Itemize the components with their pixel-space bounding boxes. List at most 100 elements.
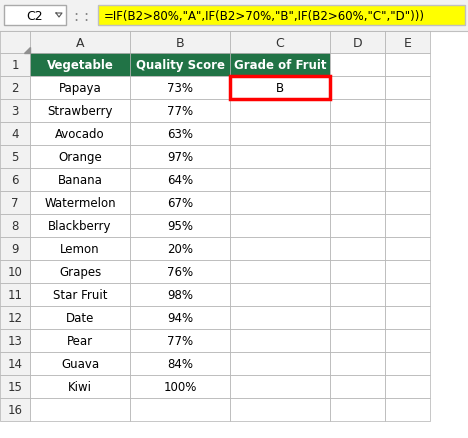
Text: Star Fruit: Star Fruit <box>53 288 107 301</box>
Bar <box>130 77 230 100</box>
Bar <box>230 375 330 398</box>
Bar <box>130 329 230 352</box>
Bar <box>330 77 385 100</box>
Bar <box>30 146 130 169</box>
Bar <box>0 191 30 215</box>
Bar <box>230 32 330 54</box>
Bar <box>0 261 30 283</box>
Bar <box>385 306 430 329</box>
Bar <box>330 146 385 169</box>
Text: 98%: 98% <box>167 288 193 301</box>
Bar <box>30 237 130 261</box>
Bar <box>30 123 130 146</box>
Bar <box>130 32 230 54</box>
Text: A: A <box>76 36 84 49</box>
Bar <box>130 283 230 306</box>
Text: Grade of Fruit: Grade of Fruit <box>234 59 326 72</box>
Bar <box>0 237 30 261</box>
Bar <box>230 100 330 123</box>
Bar <box>0 398 30 421</box>
Text: Orange: Orange <box>58 151 102 164</box>
Bar <box>130 375 230 398</box>
Bar <box>30 77 130 100</box>
Bar <box>330 261 385 283</box>
Bar <box>330 100 385 123</box>
Bar <box>30 215 130 237</box>
Text: :: : <box>83 8 88 24</box>
Bar <box>230 169 330 191</box>
Bar <box>230 215 330 237</box>
Bar <box>385 352 430 375</box>
Text: Guava: Guava <box>61 357 99 370</box>
Text: 95%: 95% <box>167 219 193 233</box>
Bar <box>385 375 430 398</box>
Bar <box>0 283 30 306</box>
Bar <box>30 54 130 77</box>
Bar <box>330 215 385 237</box>
Text: Vegetable: Vegetable <box>46 59 113 72</box>
Bar <box>0 169 30 191</box>
Bar <box>230 123 330 146</box>
Text: C: C <box>276 36 285 49</box>
Text: 11: 11 <box>7 288 22 301</box>
Bar <box>0 32 30 54</box>
Bar <box>330 375 385 398</box>
Bar <box>130 146 230 169</box>
Bar <box>30 306 130 329</box>
Bar <box>230 146 330 169</box>
Bar <box>0 54 30 77</box>
Text: 9: 9 <box>11 243 19 255</box>
Bar <box>230 329 330 352</box>
Bar <box>0 352 30 375</box>
Text: 16: 16 <box>7 403 22 416</box>
Bar <box>0 329 30 352</box>
Bar <box>0 0 468 32</box>
Text: 77%: 77% <box>167 334 193 347</box>
Bar <box>130 191 230 215</box>
Bar <box>385 169 430 191</box>
Text: 97%: 97% <box>167 151 193 164</box>
Bar <box>230 54 330 77</box>
Text: 94%: 94% <box>167 311 193 324</box>
Text: C2: C2 <box>27 10 44 22</box>
Text: Kiwi: Kiwi <box>68 380 92 393</box>
Bar <box>330 237 385 261</box>
Bar <box>130 123 230 146</box>
Bar <box>385 398 430 421</box>
Bar <box>385 191 430 215</box>
Bar <box>30 191 130 215</box>
Bar <box>30 261 130 283</box>
Text: B: B <box>176 36 184 49</box>
Bar <box>30 329 130 352</box>
Bar <box>0 306 30 329</box>
Bar <box>230 191 330 215</box>
Text: E: E <box>403 36 411 49</box>
Text: 1: 1 <box>11 59 19 72</box>
Bar <box>385 261 430 283</box>
Text: 10: 10 <box>7 265 22 279</box>
Bar <box>330 398 385 421</box>
Bar <box>130 100 230 123</box>
Text: Pear: Pear <box>67 334 93 347</box>
Bar <box>130 169 230 191</box>
Bar <box>30 100 130 123</box>
Bar <box>230 398 330 421</box>
Text: Blackberry: Blackberry <box>48 219 112 233</box>
Bar <box>0 146 30 169</box>
Text: :: : <box>73 8 79 24</box>
Text: 20%: 20% <box>167 243 193 255</box>
Text: D: D <box>353 36 362 49</box>
Bar <box>0 77 30 100</box>
Bar <box>385 237 430 261</box>
Bar <box>0 123 30 146</box>
Bar <box>230 237 330 261</box>
Bar <box>130 215 230 237</box>
Text: 4: 4 <box>11 128 19 141</box>
Text: 77%: 77% <box>167 105 193 118</box>
Bar <box>30 352 130 375</box>
Bar <box>0 375 30 398</box>
Bar <box>330 54 385 77</box>
Text: 76%: 76% <box>167 265 193 279</box>
Bar <box>385 54 430 77</box>
Bar <box>385 283 430 306</box>
